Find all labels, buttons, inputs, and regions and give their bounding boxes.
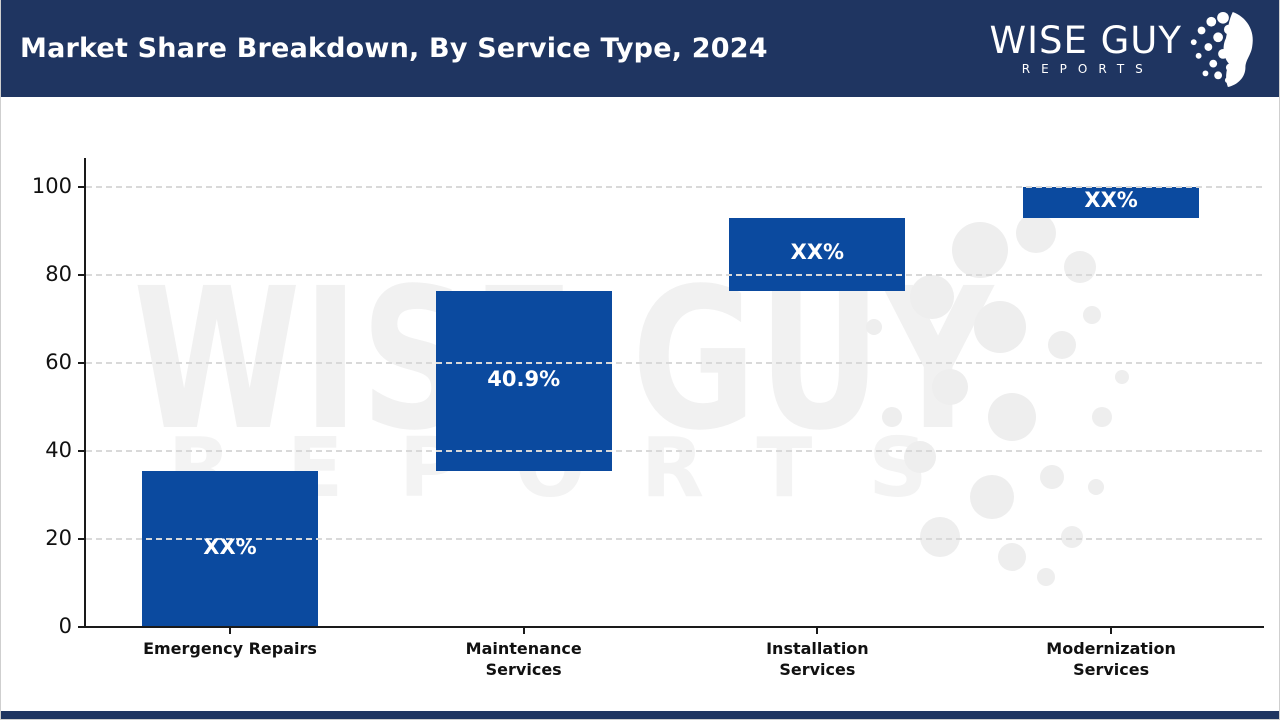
gridline-40 bbox=[86, 450, 1262, 452]
header-bar: Market Share Breakdown, By Service Type,… bbox=[0, 0, 1280, 97]
gridline-20 bbox=[86, 538, 1262, 540]
bar-modernization-services bbox=[1023, 187, 1200, 218]
x-tick-mark bbox=[229, 628, 231, 634]
gridline-60 bbox=[86, 362, 1262, 364]
y-tick-mark bbox=[78, 626, 85, 628]
gridline-80 bbox=[86, 274, 1262, 276]
y-tick-mark bbox=[78, 274, 85, 276]
x-tick-mark bbox=[1110, 628, 1113, 634]
x-tick-mark bbox=[816, 628, 819, 634]
y-axis-line bbox=[84, 158, 86, 628]
logo-wordmark: WISE GUY bbox=[989, 19, 1182, 62]
footer-bar bbox=[0, 711, 1280, 720]
wise-guy-reports-logo: WISE GUY REPORTS bbox=[990, 8, 1262, 90]
y-tick-label: 80 bbox=[45, 262, 72, 286]
bar-installation-services bbox=[729, 217, 906, 291]
x-tick-label: Installation Services bbox=[766, 639, 869, 679]
watermark-face-dots bbox=[866, 213, 1129, 586]
logo-face-icon bbox=[1190, 11, 1253, 87]
bar-emergency-repairs bbox=[142, 470, 318, 627]
y-tick-label: 100 bbox=[31, 174, 72, 198]
y-tick-mark bbox=[78, 186, 85, 188]
x-axis-line bbox=[84, 626, 1264, 628]
y-tick-label: 60 bbox=[45, 350, 72, 374]
y-tick-label: 40 bbox=[45, 438, 72, 462]
bar-value-label: XX% bbox=[203, 534, 257, 559]
y-tick-label: 20 bbox=[45, 526, 72, 550]
bar-value-label: XX% bbox=[1084, 188, 1138, 213]
logo-sub-text: REPORTS bbox=[1021, 62, 1154, 76]
gridline-100 bbox=[86, 186, 1262, 188]
bar-value-label: 40.9% bbox=[487, 366, 561, 391]
x-tick-label: Modernization Services bbox=[1046, 639, 1176, 679]
bar-maintenance-services bbox=[435, 290, 612, 471]
y-tick-mark bbox=[78, 362, 85, 364]
page-title: Market Share Breakdown, By Service Type,… bbox=[20, 33, 768, 64]
logo-text: WISE GUY REPORTS bbox=[990, 22, 1182, 75]
x-tick-label: Emergency Repairs bbox=[143, 639, 317, 658]
y-tick-mark bbox=[78, 450, 85, 452]
x-tick-label: Maintenance Services bbox=[465, 639, 582, 679]
y-tick-label: 0 bbox=[58, 614, 72, 638]
x-tick-mark bbox=[522, 628, 525, 634]
bar-value-label: XX% bbox=[790, 240, 845, 265]
y-tick-mark bbox=[78, 538, 85, 540]
